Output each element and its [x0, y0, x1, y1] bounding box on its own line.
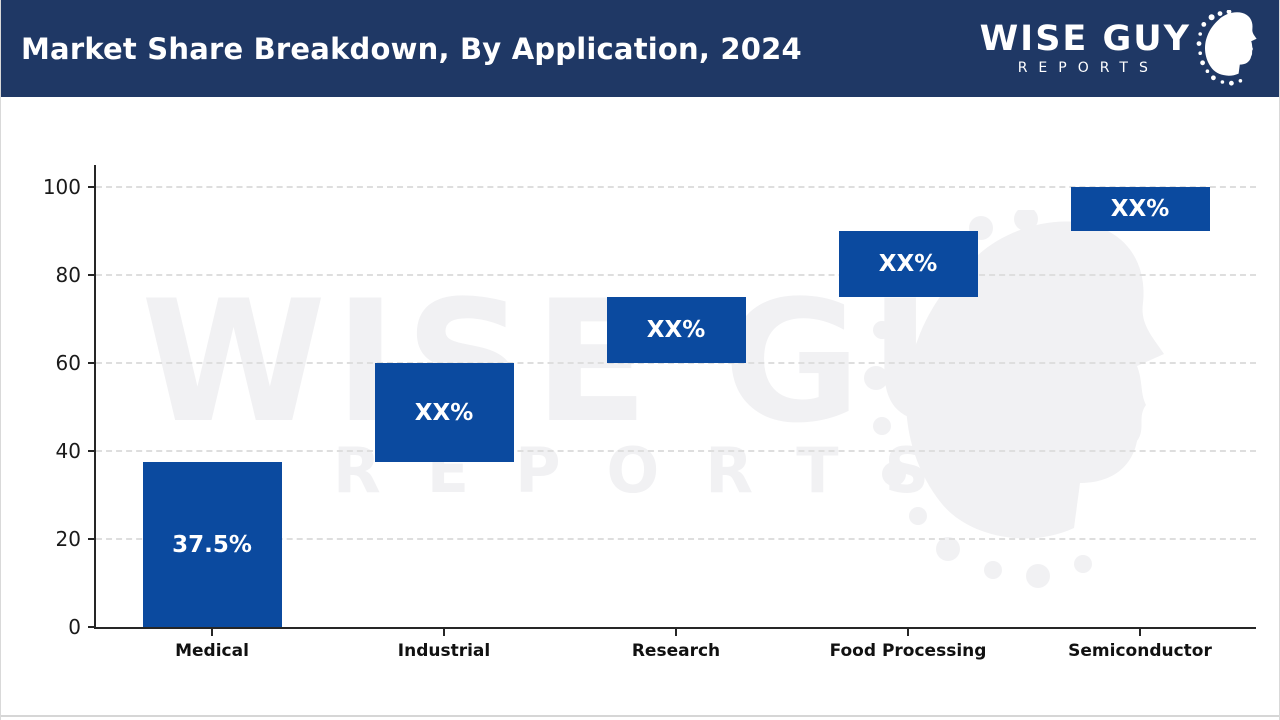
y-tick-label-20: 20: [55, 527, 81, 551]
y-tick-label-0: 0: [68, 615, 81, 639]
logo-wordmark: WISE GUY: [979, 18, 1191, 59]
x-category-label: Food Processing: [829, 641, 987, 661]
bar-food-processing: XX%: [838, 231, 978, 297]
gridline-100: [96, 186, 1256, 188]
x-tick-2: [675, 629, 677, 636]
wise-guy-logo: WISE GUY REPORTS: [979, 9, 1265, 88]
bar-research: XX%: [606, 297, 746, 363]
bottom-divider: [1, 715, 1279, 717]
x-tick-4: [1139, 629, 1141, 636]
gridline-40: [96, 450, 1256, 452]
logo-subtitle: REPORTS: [1017, 59, 1159, 76]
x-tick-1: [443, 629, 445, 636]
x-category-label: Semiconductor: [1068, 641, 1212, 661]
gridline-20: [96, 538, 1256, 540]
gridline-60: [96, 362, 1256, 364]
bar-value-label: XX%: [1110, 196, 1170, 222]
y-tick-label-80: 80: [55, 263, 81, 287]
header-bar: Market Share Breakdown, By Application, …: [1, 0, 1279, 97]
page-title: Market Share Breakdown, By Application, …: [21, 31, 802, 66]
y-tick-label-100: 100: [42, 175, 81, 199]
y-tick-40: [88, 450, 95, 452]
bar-value-label: XX%: [878, 251, 938, 277]
y-axis-line: [94, 165, 96, 629]
x-category-label: Medical: [175, 641, 249, 661]
y-tick-80: [88, 274, 95, 276]
x-category-label: Research: [631, 641, 721, 661]
x-tick-0: [211, 629, 213, 636]
y-tick-60: [88, 362, 95, 364]
gridline-80: [96, 274, 1256, 276]
y-tick-20: [88, 538, 95, 540]
x-category-label: Industrial: [397, 641, 491, 661]
bar-semiconductor: XX%: [1070, 187, 1210, 231]
y-tick-100: [88, 186, 95, 188]
bar-value-label: 37.5%: [172, 531, 252, 558]
y-tick-label-60: 60: [55, 351, 81, 375]
bar-medical: 37.5%: [142, 462, 282, 627]
y-tick-0: [88, 626, 95, 628]
bar-value-label: XX%: [414, 399, 474, 426]
x-axis-line: [94, 627, 1256, 629]
x-tick-3: [907, 629, 909, 636]
face-profile-icon: [1196, 9, 1257, 86]
bar-industrial: XX%: [374, 363, 514, 462]
y-tick-label-40: 40: [55, 439, 81, 463]
bar-value-label: XX%: [646, 317, 706, 343]
